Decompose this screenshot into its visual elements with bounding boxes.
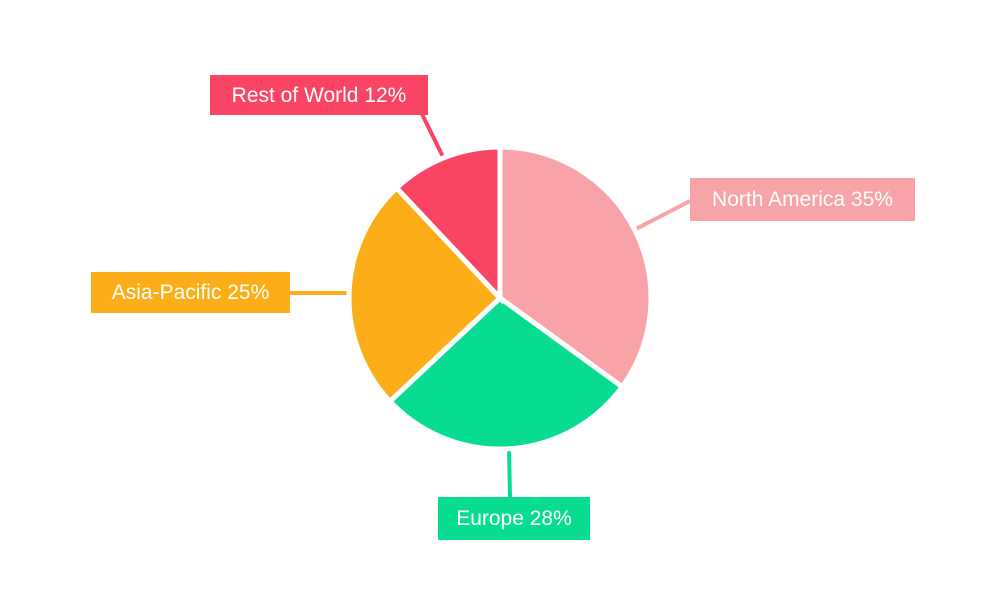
pie-slice-asia-pacific[interactable] (346, 184, 504, 405)
leader-line-rest-of-world (420, 113, 447, 162)
leader-lines (290, 113, 691, 498)
slice-label-rest-of-world[interactable]: Rest of World 12% (210, 75, 428, 115)
slice-label-asia-pacific[interactable]: Asia-Pacific 25% (91, 272, 290, 313)
pie-slice-europe[interactable] (386, 294, 626, 452)
slice-label-europe[interactable]: Europe 28% (438, 497, 590, 540)
leader-line-north-america (631, 199, 691, 233)
slice-label-north-america[interactable]: North America 35% (690, 178, 915, 221)
pie-slice-north-america[interactable] (497, 144, 654, 391)
pie-slice-rest-of-world[interactable] (393, 144, 503, 305)
leader-line-europe (507, 446, 512, 498)
pie-slices (346, 144, 654, 452)
